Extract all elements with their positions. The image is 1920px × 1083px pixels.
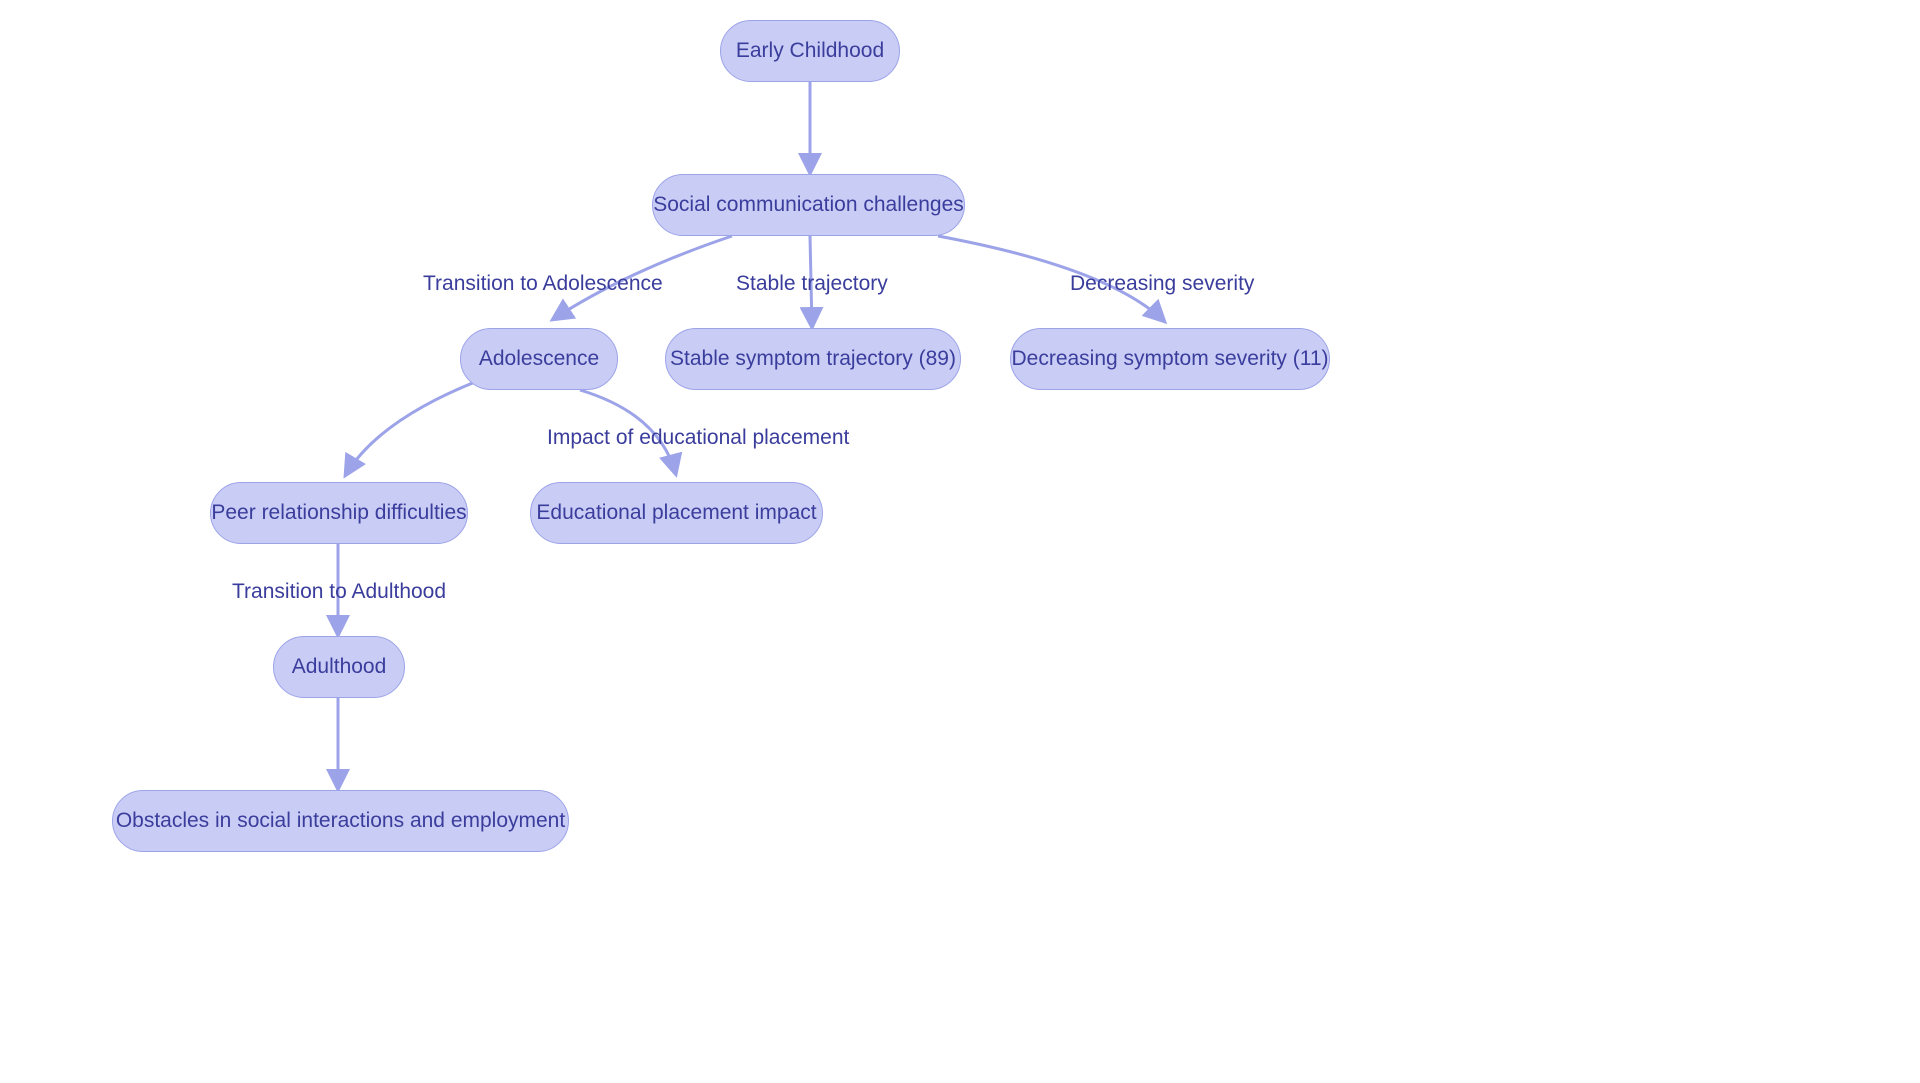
edge-label-social-decr: Decreasing severity xyxy=(1070,272,1254,296)
node-stable: Stable symptom trajectory (89) xyxy=(665,328,961,390)
edge-adol-peer xyxy=(345,380,480,476)
node-decr: Decreasing symptom severity (11) xyxy=(1010,328,1330,390)
node-adult: Adulthood xyxy=(273,636,405,698)
edge-label-social-stable: Stable trajectory xyxy=(736,272,888,296)
node-edu: Educational placement impact xyxy=(530,482,823,544)
node-peer: Peer relationship difficulties xyxy=(210,482,468,544)
edge-label-peer-adult: Transition to Adulthood xyxy=(232,580,446,604)
node-social: Social communication challenges xyxy=(652,174,965,236)
node-early: Early Childhood xyxy=(720,20,900,82)
edge-label-adol-edu: Impact of educational placement xyxy=(547,426,849,450)
edge-label-social-adol: Transition to Adolescence xyxy=(423,272,663,296)
node-obst: Obstacles in social interactions and emp… xyxy=(112,790,569,852)
node-adol: Adolescence xyxy=(460,328,618,390)
